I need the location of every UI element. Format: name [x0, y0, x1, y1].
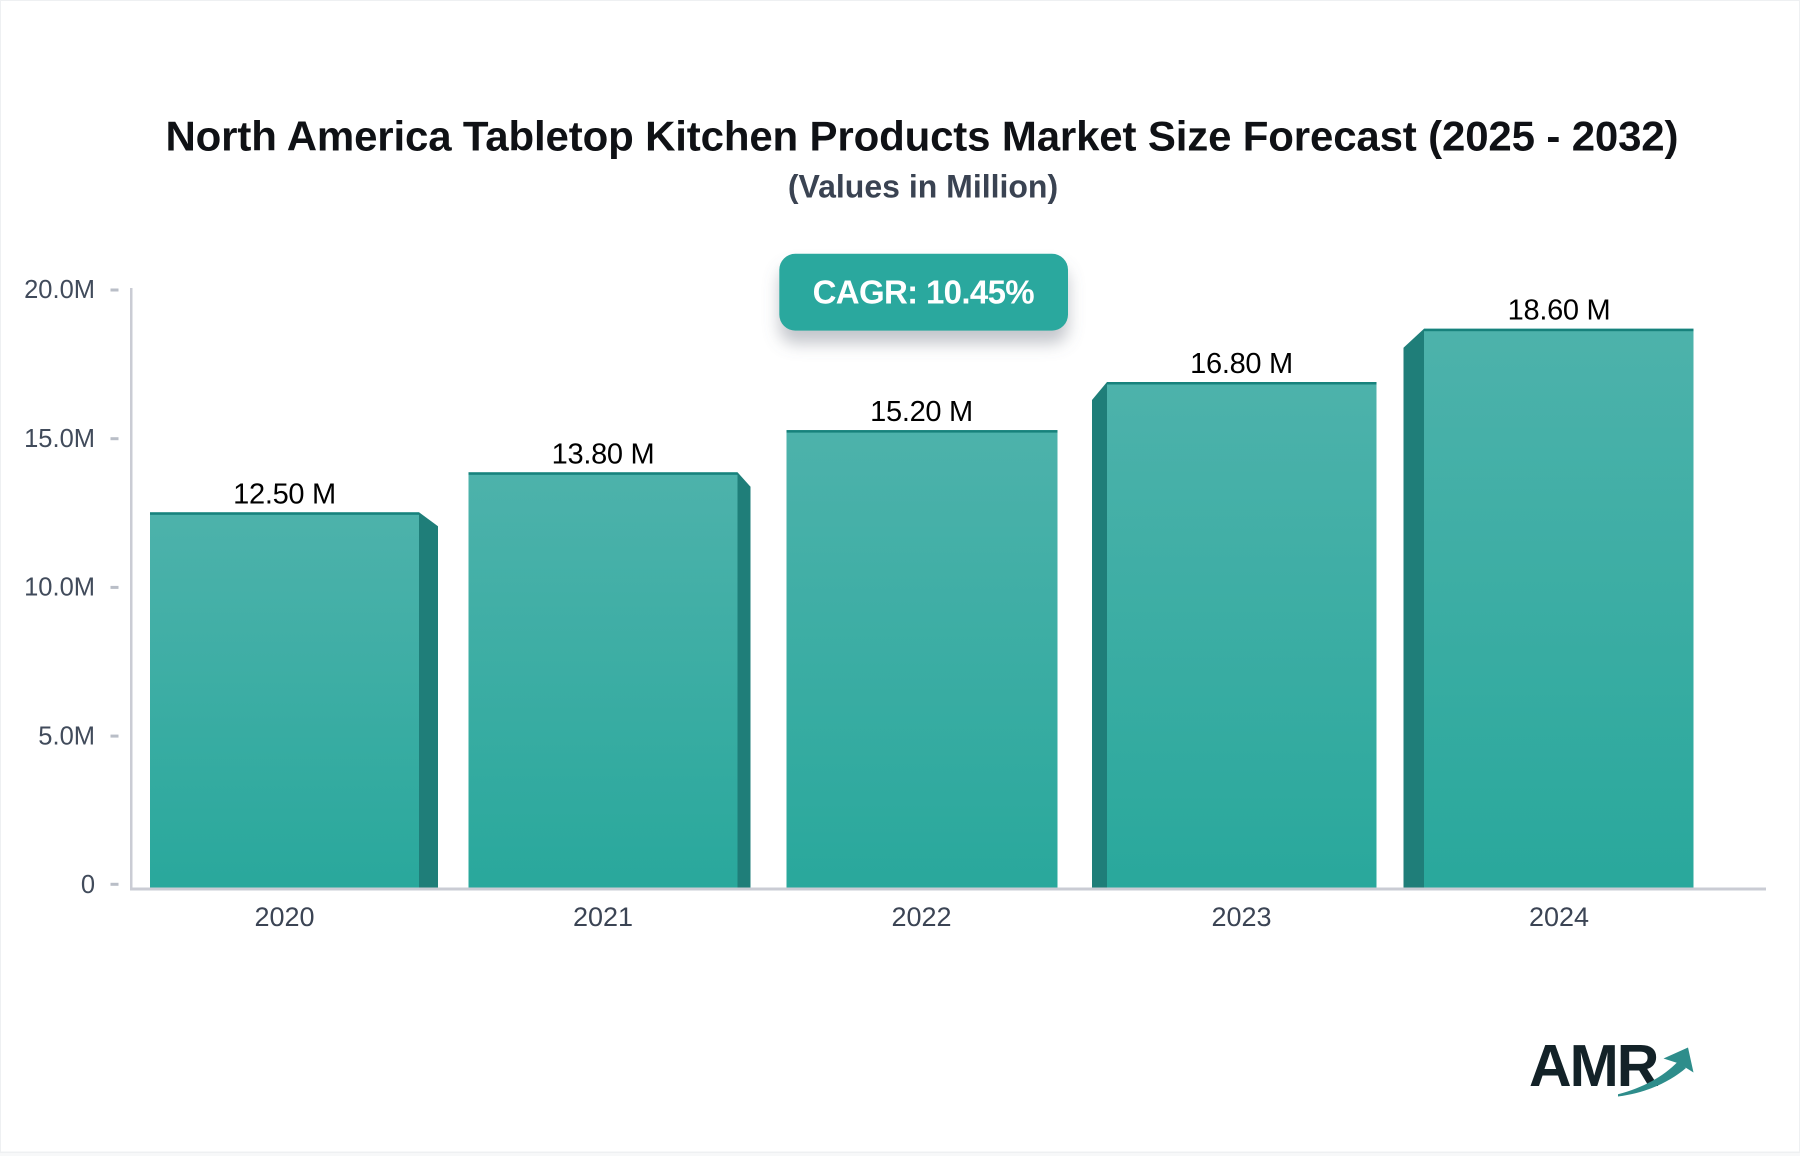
svg-text:16.80 M: 16.80 M — [1190, 348, 1293, 380]
svg-text:12.50 M: 12.50 M — [233, 478, 336, 510]
svg-text:20.0M: 20.0M — [24, 276, 95, 304]
svg-text:0: 0 — [81, 871, 95, 899]
svg-text:18.60 M: 18.60 M — [1508, 295, 1611, 327]
svg-text:2022: 2022 — [891, 902, 951, 932]
svg-text:15.20 M: 15.20 M — [870, 396, 973, 428]
svg-text:2020: 2020 — [254, 902, 314, 932]
svg-text:5.0M: 5.0M — [38, 722, 95, 750]
svg-text:13.80 M: 13.80 M — [552, 438, 655, 470]
svg-text:North America Tabletop Kitchen: North America Tabletop Kitchen Products … — [166, 112, 1679, 159]
svg-text:15.0M: 15.0M — [24, 425, 95, 453]
svg-text:(Values in Million): (Values in Million) — [788, 168, 1058, 204]
svg-text:2024: 2024 — [1529, 902, 1589, 932]
svg-text:10.0M: 10.0M — [24, 574, 95, 602]
svg-text:2023: 2023 — [1211, 902, 1271, 932]
svg-text:2021: 2021 — [573, 902, 633, 932]
svg-text:CAGR: 10.45%: CAGR: 10.45% — [813, 274, 1035, 311]
